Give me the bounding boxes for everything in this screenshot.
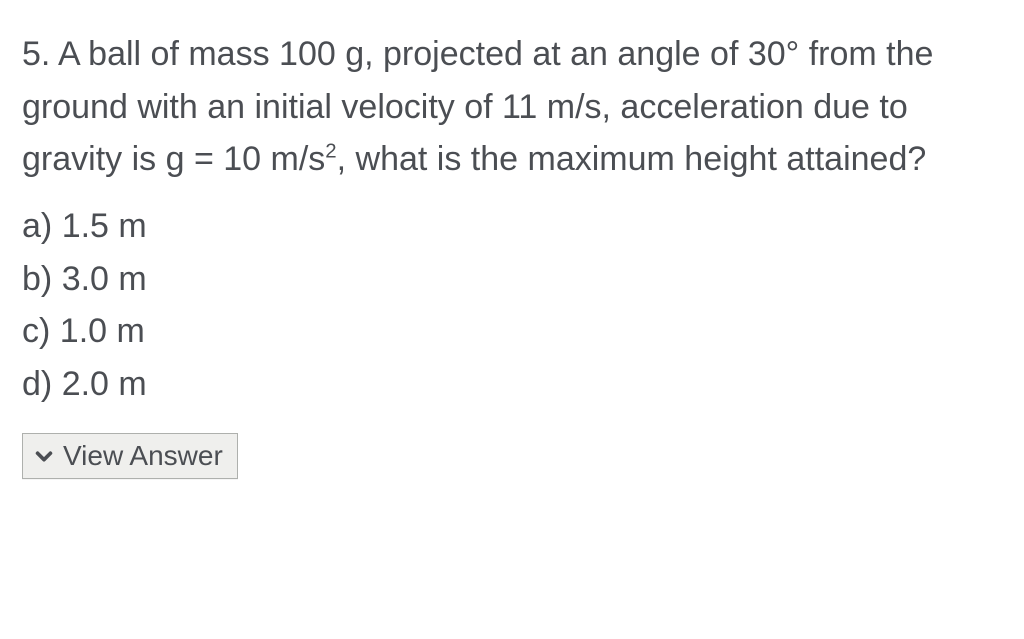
question-number: 5. xyxy=(22,35,50,73)
question-body-after-sup: , what is the maximum height attained? xyxy=(337,140,927,178)
option-d-label: d) xyxy=(22,365,52,403)
question-page: 5. A ball of mass 100 g, projected at an… xyxy=(0,0,1024,501)
option-a[interactable]: a) 1.5 m xyxy=(22,200,1002,253)
view-answer-label: View Answer xyxy=(63,440,223,472)
option-b-label: b) xyxy=(22,260,52,298)
question-text: 5. A ball of mass 100 g, projected at an… xyxy=(22,28,982,186)
chevron-down-icon xyxy=(33,445,55,467)
option-d-text: 2.0 m xyxy=(62,365,147,403)
option-a-label: a) xyxy=(22,207,52,245)
options-list: a) 1.5 m b) 3.0 m c) 1.0 m d) 2.0 m xyxy=(22,200,1002,411)
option-c[interactable]: c) 1.0 m xyxy=(22,305,1002,358)
option-c-label: c) xyxy=(22,312,50,350)
question-superscript: 2 xyxy=(325,141,336,163)
option-b-text: 3.0 m xyxy=(62,260,147,298)
option-d[interactable]: d) 2.0 m xyxy=(22,358,1002,411)
option-c-text: 1.0 m xyxy=(60,312,145,350)
option-a-text: 1.5 m xyxy=(62,207,147,245)
view-answer-button[interactable]: View Answer xyxy=(22,433,238,479)
option-b[interactable]: b) 3.0 m xyxy=(22,253,1002,306)
